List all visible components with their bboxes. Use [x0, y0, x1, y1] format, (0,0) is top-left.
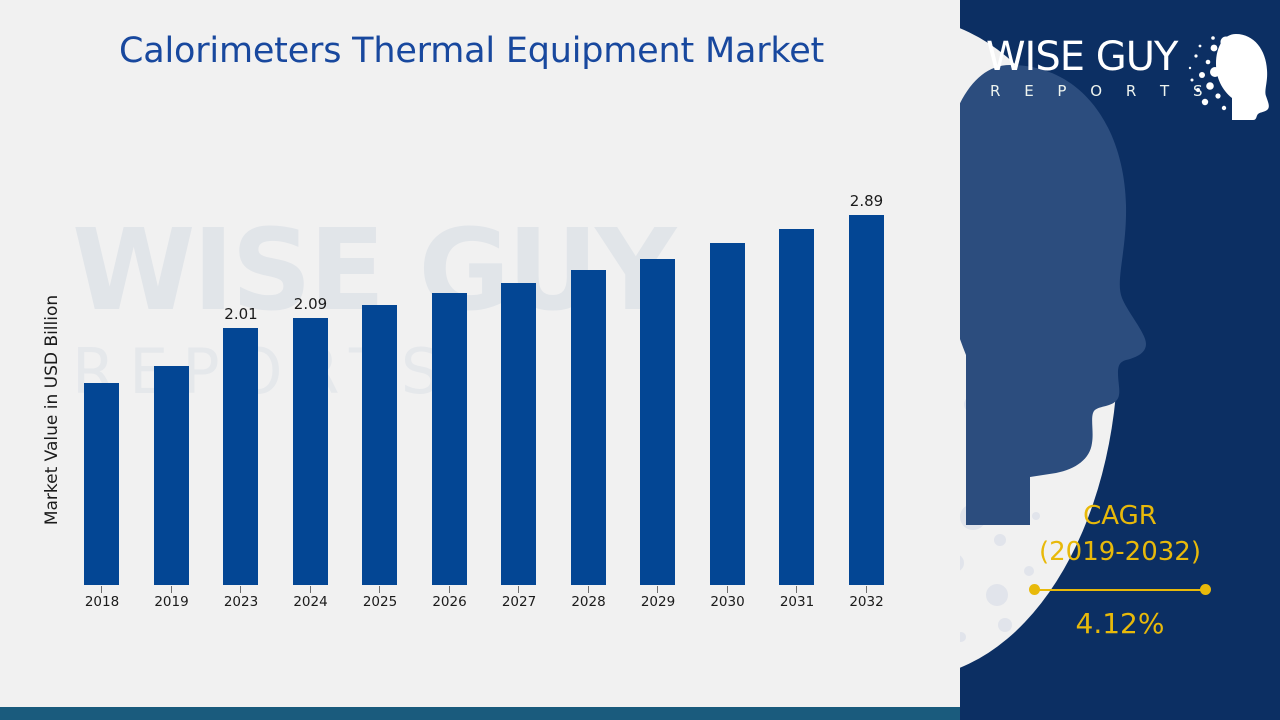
- bar-2029: [640, 258, 675, 585]
- logo-subtitle: R E P O R T S: [990, 82, 1212, 100]
- x-tick: [865, 586, 867, 593]
- bar-2031: [779, 229, 814, 585]
- bar-group: 2.09: [283, 150, 339, 585]
- bar-group: [769, 150, 825, 585]
- decorative-dot: [1028, 642, 1046, 660]
- decorative-dot: [994, 534, 1006, 546]
- cagr-divider: [1029, 584, 1211, 595]
- x-tick: [379, 586, 380, 593]
- bar-2018: [84, 382, 119, 585]
- x-axis-label-2030: 2030: [710, 594, 745, 610]
- head-silhouette-icon: [1188, 34, 1269, 120]
- x-tick: [448, 586, 450, 593]
- divider-dot-right: [1200, 584, 1211, 595]
- x-tick: [240, 586, 241, 593]
- x-axis-label-2031: 2031: [779, 594, 815, 610]
- bar-2030: [709, 243, 745, 585]
- decorative-dot: [990, 660, 999, 669]
- x-axis-label-2018: 2018: [84, 594, 120, 610]
- bar-value-label-2023: 2.01: [224, 304, 258, 323]
- bar-2028: [570, 270, 606, 585]
- x-tick: [587, 586, 589, 593]
- bar-value-label-2024: 2.09: [293, 294, 328, 313]
- bar-group: [491, 150, 547, 585]
- bar-2032: [848, 215, 884, 585]
- x-axis-label-2025: 2025: [362, 594, 398, 610]
- face-silhouette-graphic: [960, 65, 1146, 525]
- bar-2025: [362, 304, 397, 585]
- x-axis-label-2024: 2024: [293, 594, 328, 610]
- bar-2024: [292, 317, 328, 585]
- x-tick: [796, 586, 797, 593]
- x-axis-label-2023: 2023: [223, 594, 259, 610]
- decorative-dot: [1050, 602, 1057, 609]
- cagr-label-line2: (2019-2032): [1038, 537, 1201, 567]
- bar-2027: [501, 283, 536, 585]
- x-axis-label-2019: 2019: [154, 594, 189, 610]
- x-axis-label-2027: 2027: [501, 594, 537, 610]
- divider-line: [1034, 589, 1206, 591]
- x-tick: [518, 586, 519, 593]
- page-title: Calorimeters Thermal Equipment Market: [119, 31, 825, 71]
- cagr-value: 4.12%: [1075, 607, 1165, 640]
- bar-2026: [431, 293, 467, 585]
- bar-2023: [223, 327, 258, 585]
- x-axis-label-2026: 2026: [432, 594, 467, 610]
- bar-group: [422, 150, 478, 585]
- branding-panel: WISE GUY R E P O R T S CAGR (2019-2032): [960, 0, 1280, 720]
- x-tick: [170, 586, 172, 593]
- bar-group: [561, 150, 617, 585]
- x-axis-label-2032: 2032: [849, 594, 884, 610]
- x-tick: [657, 586, 658, 593]
- decorative-dot: [998, 618, 1012, 632]
- footer-strip: [0, 707, 960, 720]
- bar-group: [700, 150, 756, 585]
- logo-wordmark: WISE GUY: [986, 34, 1178, 80]
- y-axis-label: Market Value in USD Billion: [42, 294, 62, 526]
- bar-2019: [153, 366, 189, 585]
- bar-series: 2.01 2.09 2.89: [72, 150, 922, 585]
- bar-value-label-2032: 2.89: [849, 192, 884, 211]
- x-tick: [101, 586, 102, 593]
- bar-group: [630, 150, 686, 585]
- decorative-dot: [960, 554, 964, 572]
- logo: WISE GUY R E P O R T S: [978, 30, 1269, 120]
- bar-group: 2.01: [213, 150, 269, 585]
- x-tick: [726, 586, 728, 593]
- bar-group: [74, 150, 130, 585]
- x-axis-label-2029: 2029: [640, 594, 676, 610]
- cagr-block: CAGR (2019-2032) 4.12%: [960, 498, 1280, 640]
- chart-panel: WISE GUY REPORTS Calorimeters Thermal Eq…: [0, 31, 960, 720]
- decorative-dot: [1032, 512, 1040, 520]
- bar-group: 2.89: [839, 150, 895, 585]
- x-tick: [309, 586, 311, 593]
- x-axis-label-2028: 2028: [571, 594, 606, 610]
- bar-group: [144, 150, 200, 585]
- decorative-dot: [986, 584, 1008, 606]
- decorative-dot: [1024, 566, 1034, 576]
- cagr-label-line1: CAGR: [1083, 501, 1157, 531]
- bar-group: [352, 150, 408, 585]
- decorative-dot: [960, 632, 966, 642]
